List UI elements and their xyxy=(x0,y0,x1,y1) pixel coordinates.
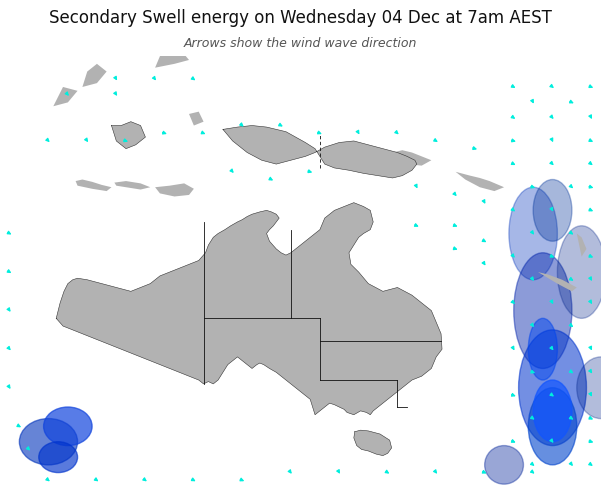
Ellipse shape xyxy=(519,330,587,446)
Polygon shape xyxy=(189,112,204,125)
Polygon shape xyxy=(354,430,392,456)
Polygon shape xyxy=(111,122,145,149)
Polygon shape xyxy=(155,183,194,197)
Ellipse shape xyxy=(577,357,601,419)
Polygon shape xyxy=(223,125,417,178)
Polygon shape xyxy=(82,64,106,87)
Text: Arrows show the wind wave direction: Arrows show the wind wave direction xyxy=(184,37,417,50)
Ellipse shape xyxy=(44,407,92,446)
Polygon shape xyxy=(538,272,577,291)
Ellipse shape xyxy=(557,226,601,318)
Polygon shape xyxy=(56,203,442,415)
Ellipse shape xyxy=(19,419,78,465)
Polygon shape xyxy=(114,181,150,189)
Ellipse shape xyxy=(533,180,572,241)
Polygon shape xyxy=(53,87,78,106)
Polygon shape xyxy=(392,150,432,165)
Polygon shape xyxy=(456,172,504,191)
Ellipse shape xyxy=(39,442,78,472)
Ellipse shape xyxy=(484,446,523,484)
Ellipse shape xyxy=(533,380,572,442)
Polygon shape xyxy=(76,180,111,191)
Ellipse shape xyxy=(528,388,577,465)
Text: Secondary Swell energy on Wednesday 04 Dec at 7am AEST: Secondary Swell energy on Wednesday 04 D… xyxy=(49,9,552,27)
Ellipse shape xyxy=(514,253,572,368)
Ellipse shape xyxy=(528,318,557,380)
Ellipse shape xyxy=(509,187,557,280)
Polygon shape xyxy=(577,233,587,257)
Polygon shape xyxy=(155,48,189,68)
